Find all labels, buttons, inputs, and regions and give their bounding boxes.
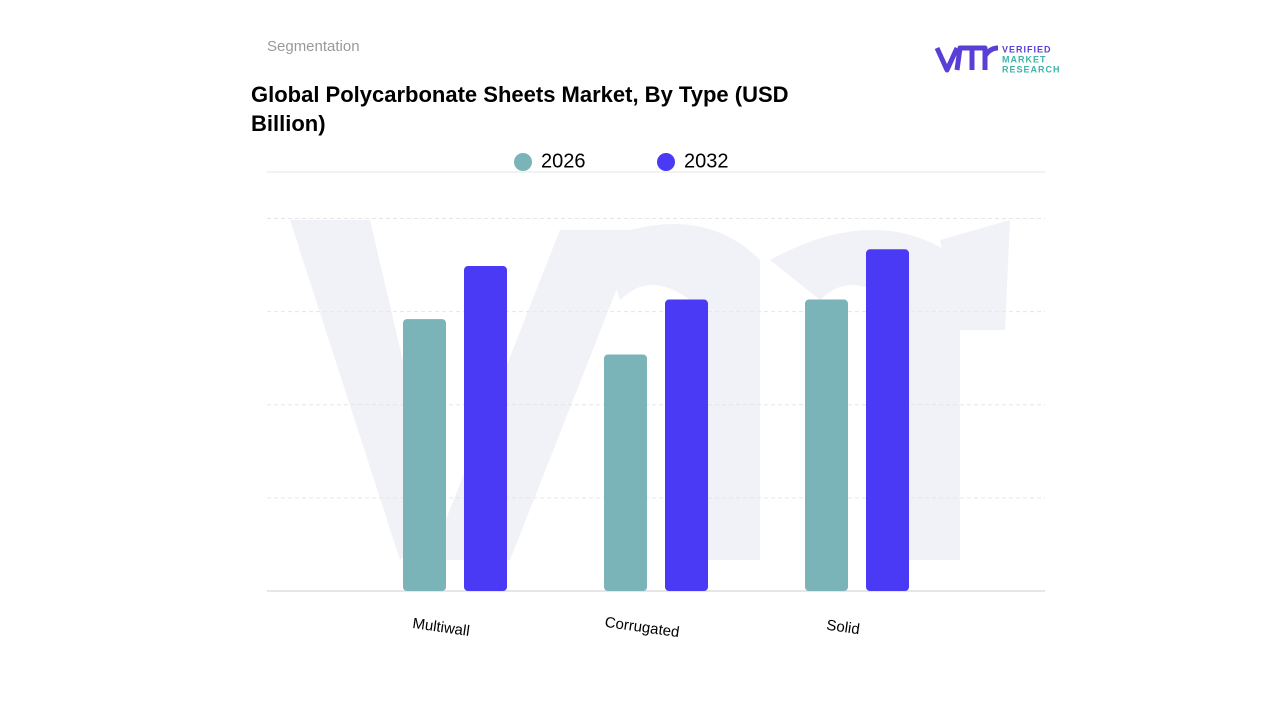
x-tick-label: Multiwall [411,615,470,640]
bar [403,319,446,591]
legend-label: 2026 [541,150,586,172]
logo: VERIFIED MARKET RESEARCH [934,44,1061,74]
section-label: Segmentation [267,38,360,55]
legend-marker [657,153,675,171]
bar [464,266,507,591]
x-tick-label: Corrugated [604,614,681,641]
bar [866,249,909,591]
logo-text: RESEARCH [1002,64,1061,74]
bar [805,299,848,591]
x-tick-label: Solid [825,617,860,638]
logo-text: VERIFIED [1002,44,1052,54]
chart-title: Global Polycarbonate Sheets Market, By T… [251,82,789,136]
legend-marker [514,153,532,171]
logo-text: MARKET [1002,54,1047,64]
bar [665,299,708,591]
legend-label: 2032 [684,150,729,172]
logo-mark [934,45,999,73]
bar [604,354,647,591]
